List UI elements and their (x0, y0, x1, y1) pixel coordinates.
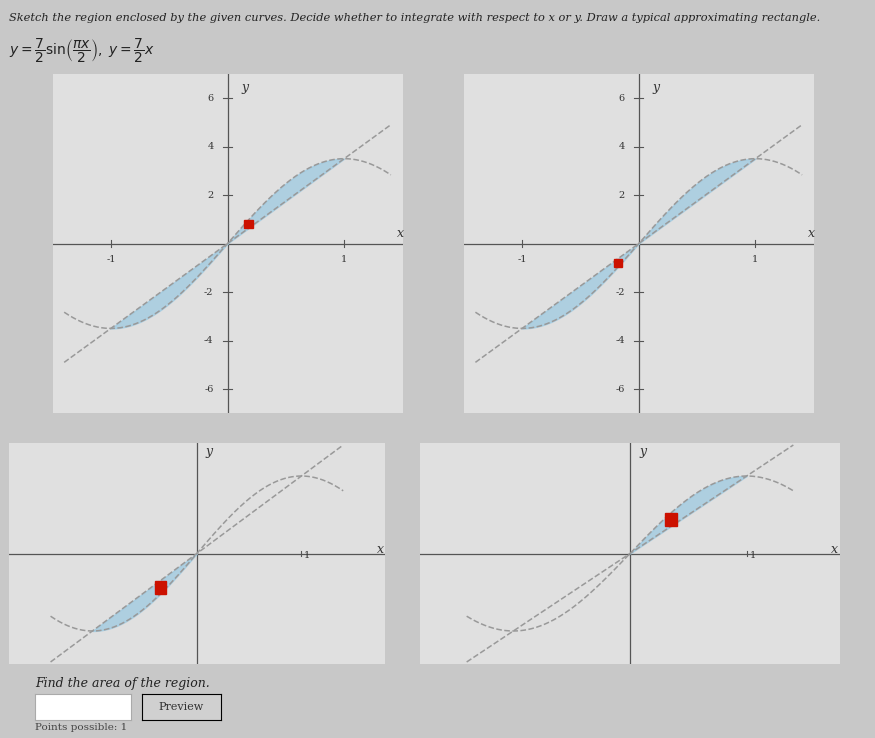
Text: 4: 4 (207, 142, 214, 151)
Text: y: y (242, 81, 248, 94)
Text: y: y (206, 445, 213, 458)
Text: 1: 1 (341, 255, 347, 264)
Text: -6: -6 (204, 384, 213, 393)
Text: x: x (830, 542, 837, 556)
Text: x: x (376, 542, 383, 556)
Bar (244, 220, 253, 228)
Text: $y = \dfrac{7}{2}\sin\!\left(\dfrac{\pi x}{2}\right),\; y = \dfrac{7}{2}x$: $y = \dfrac{7}{2}\sin\!\left(\dfrac{\pi … (9, 37, 154, 65)
Text: y: y (653, 81, 660, 94)
Bar (613, 259, 622, 267)
Text: Sketch the region enclosed by the given curves. Decide whether to integrate with: Sketch the region enclosed by the given … (9, 13, 820, 24)
Text: Preview: Preview (158, 702, 204, 711)
Text: Points possible: 1: Points possible: 1 (35, 723, 127, 732)
Text: 2: 2 (207, 190, 214, 199)
Text: 6: 6 (207, 94, 214, 103)
Text: x: x (396, 227, 403, 241)
Text: -6: -6 (615, 384, 625, 393)
Bar (665, 513, 676, 526)
Text: -4: -4 (615, 336, 625, 345)
Text: 1: 1 (749, 551, 756, 560)
Text: 6: 6 (619, 94, 625, 103)
Text: 1: 1 (752, 255, 759, 264)
Text: 2: 2 (619, 190, 625, 199)
Text: -2: -2 (204, 288, 213, 297)
Text: x: x (808, 227, 815, 241)
Text: 1: 1 (304, 551, 310, 560)
Text: -2: -2 (615, 288, 625, 297)
Bar (155, 581, 165, 594)
Text: -4: -4 (204, 336, 213, 345)
Text: 4: 4 (619, 142, 625, 151)
Text: Find the area of the region.: Find the area of the region. (35, 677, 210, 691)
Text: -1: -1 (517, 255, 527, 264)
Text: y: y (640, 445, 647, 458)
Text: -1: -1 (106, 255, 116, 264)
